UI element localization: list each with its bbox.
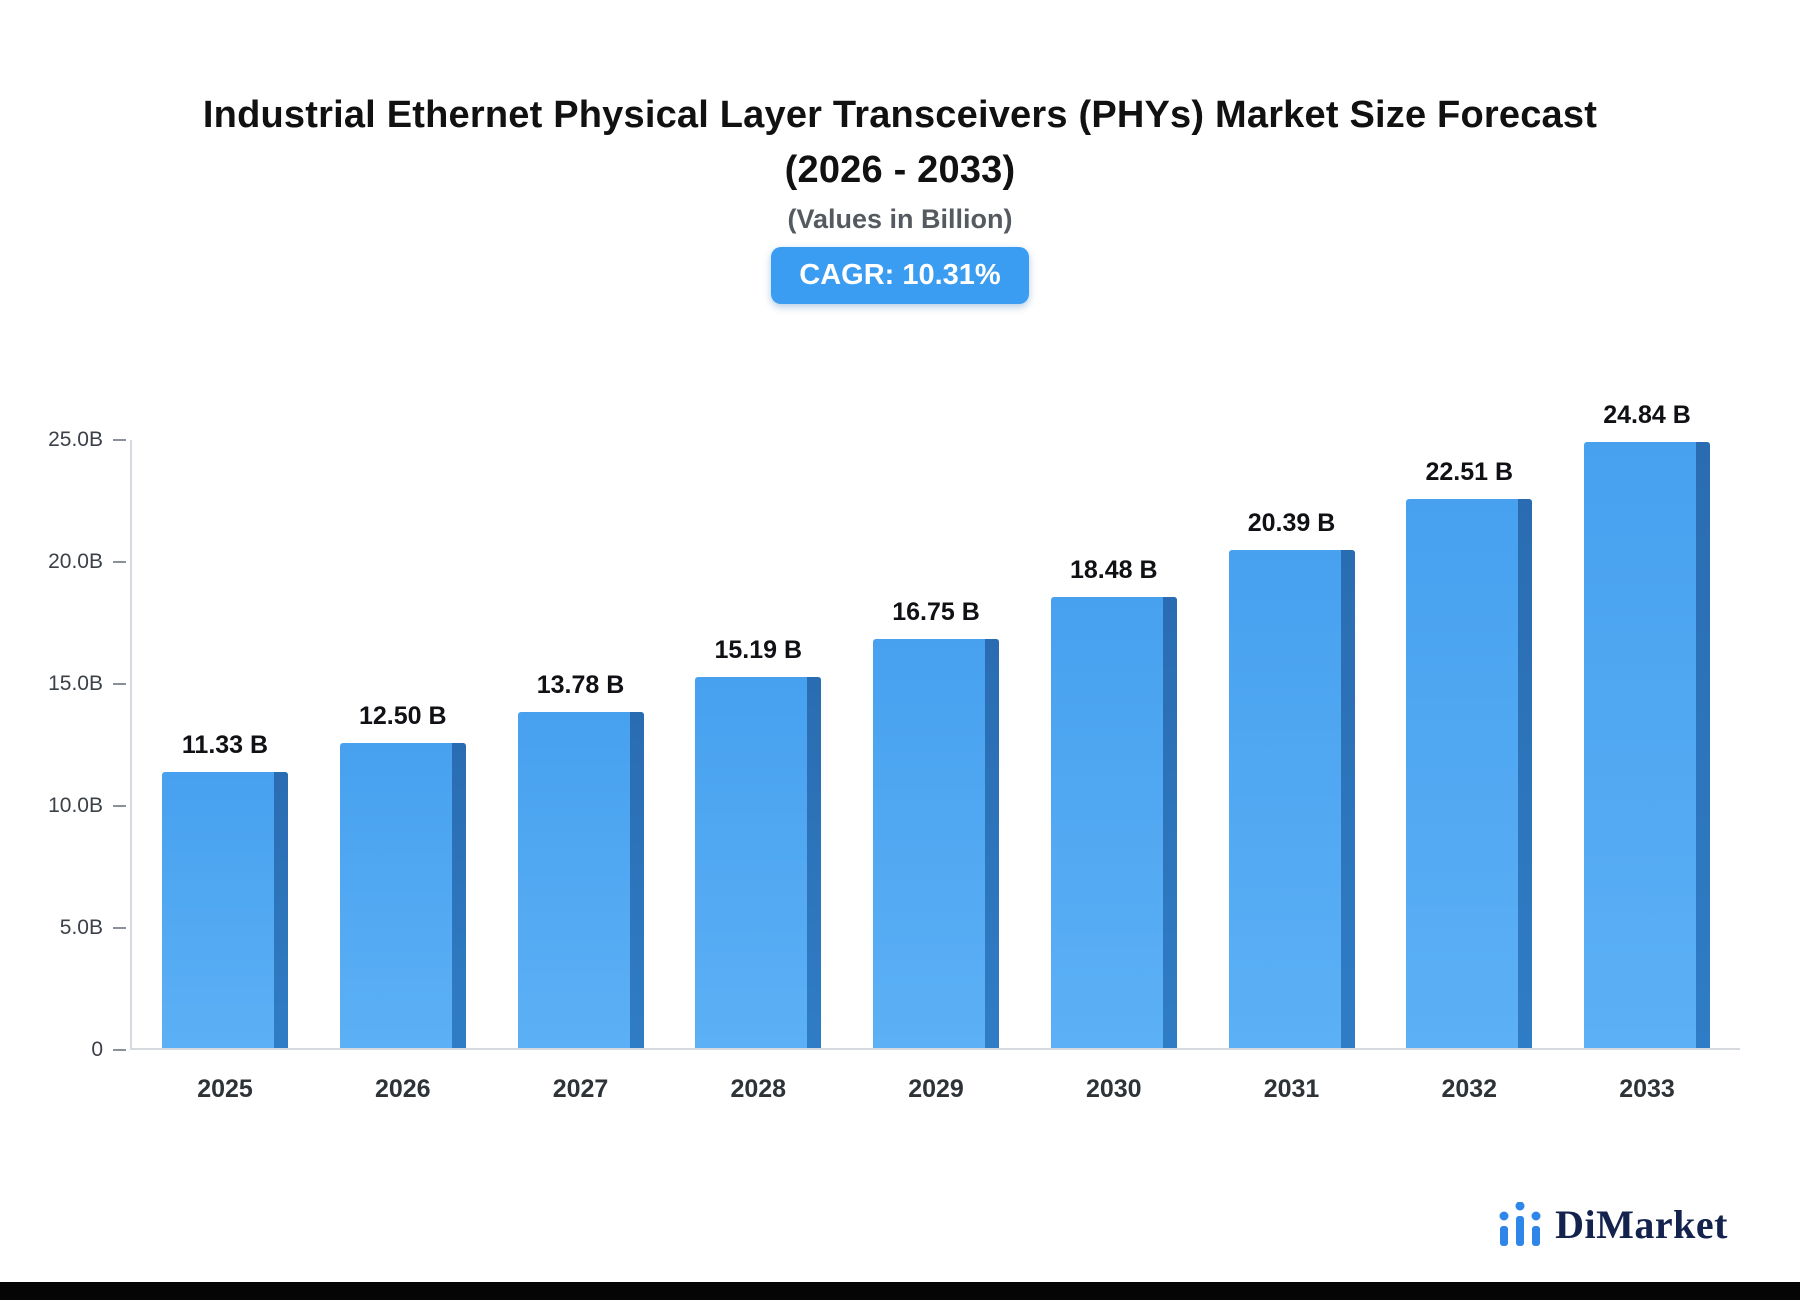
x-axis-label: 2030 xyxy=(1085,1075,1142,1103)
x-axis-label: 2032 xyxy=(1441,1075,1498,1103)
y-axis-tick-mark xyxy=(113,683,126,685)
bar-value-label: 18.48 B xyxy=(1069,556,1158,584)
bar-value-label: 22.51 B xyxy=(1425,458,1514,486)
y-axis-tick-label: 10.0B xyxy=(48,794,103,817)
x-axis-label: 2028 xyxy=(730,1075,787,1103)
y-axis-tick-mark xyxy=(113,561,126,563)
x-axis-label: 2026 xyxy=(374,1075,431,1103)
y-axis-tick: 0 xyxy=(25,1038,126,1062)
bar-group: 18.48 B 2030 xyxy=(1050,556,1177,1103)
cagr-badge-wrap: CAGR: 10.31% xyxy=(0,247,1800,305)
y-axis-tick: 15.0B xyxy=(25,672,126,696)
dimarket-logo: DiMarket xyxy=(1497,1201,1728,1248)
bar xyxy=(1406,499,1533,1048)
bar-group: 24.84 B 2033 xyxy=(1584,401,1710,1103)
bar-value-label: 24.84 B xyxy=(1603,401,1691,429)
dimarket-bars-icon xyxy=(1499,1201,1541,1246)
y-axis-tick-label: 20.0B xyxy=(48,550,103,573)
y-axis-tick: 25.0B xyxy=(25,428,126,452)
bar xyxy=(1050,597,1177,1048)
bar-group: 22.51 B 2032 xyxy=(1406,458,1533,1103)
y-axis-tick-mark xyxy=(113,805,126,807)
x-axis-label: 2031 xyxy=(1263,1075,1320,1103)
bar-value-label: 20.39 B xyxy=(1247,509,1336,537)
bar xyxy=(162,772,288,1048)
footer-bar xyxy=(0,1282,1800,1300)
bar-group: 15.19 B 2028 xyxy=(695,636,822,1103)
bar-value-label: 11.33 B xyxy=(181,731,269,759)
y-axis-tick-label: 15.0B xyxy=(48,672,103,695)
bar-value-label: 12.50 B xyxy=(358,702,447,730)
y-axis-tick-mark xyxy=(113,439,126,441)
y-axis-tick-label: 0 xyxy=(91,1038,103,1061)
bar xyxy=(1228,550,1355,1048)
x-axis-label: 2029 xyxy=(908,1075,964,1103)
chart-card: Industrial Ethernet Physical Layer Trans… xyxy=(0,88,1800,1300)
chart-title: Industrial Ethernet Physical Layer Trans… xyxy=(202,94,1598,192)
y-axis-tick: 5.0B xyxy=(25,916,126,940)
dimarket-logo-text: DiMarket xyxy=(1555,1202,1728,1247)
bar-value-label: 13.78 B xyxy=(536,671,625,699)
y-axis-tick-label: 25.0B xyxy=(48,428,103,451)
bar xyxy=(1584,442,1710,1048)
x-axis-label: 2025 xyxy=(197,1075,253,1103)
bar-group: 16.75 B 2029 xyxy=(873,598,999,1103)
y-axis-tick-label: 5.0B xyxy=(59,916,103,939)
x-axis-label: 2033 xyxy=(1619,1075,1675,1103)
y-axis-tick: 20.0B xyxy=(25,550,126,574)
bar xyxy=(695,677,822,1048)
bar xyxy=(517,712,644,1048)
bar xyxy=(873,639,999,1048)
plot-area: 0 5.0B 10.0B 15.0B 20.0B 25.0B 11.33 B 2025 12.… xyxy=(48,401,1740,1103)
bar-group: 13.78 B 2027 xyxy=(517,671,644,1103)
bar-value-label: 15.19 B xyxy=(714,636,803,664)
x-axis-label: 2027 xyxy=(552,1075,609,1103)
bar-group: 20.39 B 2031 xyxy=(1228,509,1355,1103)
bar-group: 12.50 B 2026 xyxy=(339,702,466,1103)
bar-group: 11.33 B 2025 xyxy=(162,731,288,1103)
bar-plot: 11.33 B 2025 12.50 B 2026 13.78 B 2027 15.19 B… xyxy=(132,401,1740,1103)
bar xyxy=(339,743,466,1048)
chart-subtitle: (Values in Billion) xyxy=(787,204,1013,235)
cagr-badge: CAGR: 10.31% xyxy=(771,247,1029,305)
y-axis-tick-mark xyxy=(113,927,126,929)
bar-value-label: 16.75 B xyxy=(892,598,980,626)
y-axis-tick: 10.0B xyxy=(25,794,126,818)
y-axis-tick-mark xyxy=(113,1049,126,1051)
